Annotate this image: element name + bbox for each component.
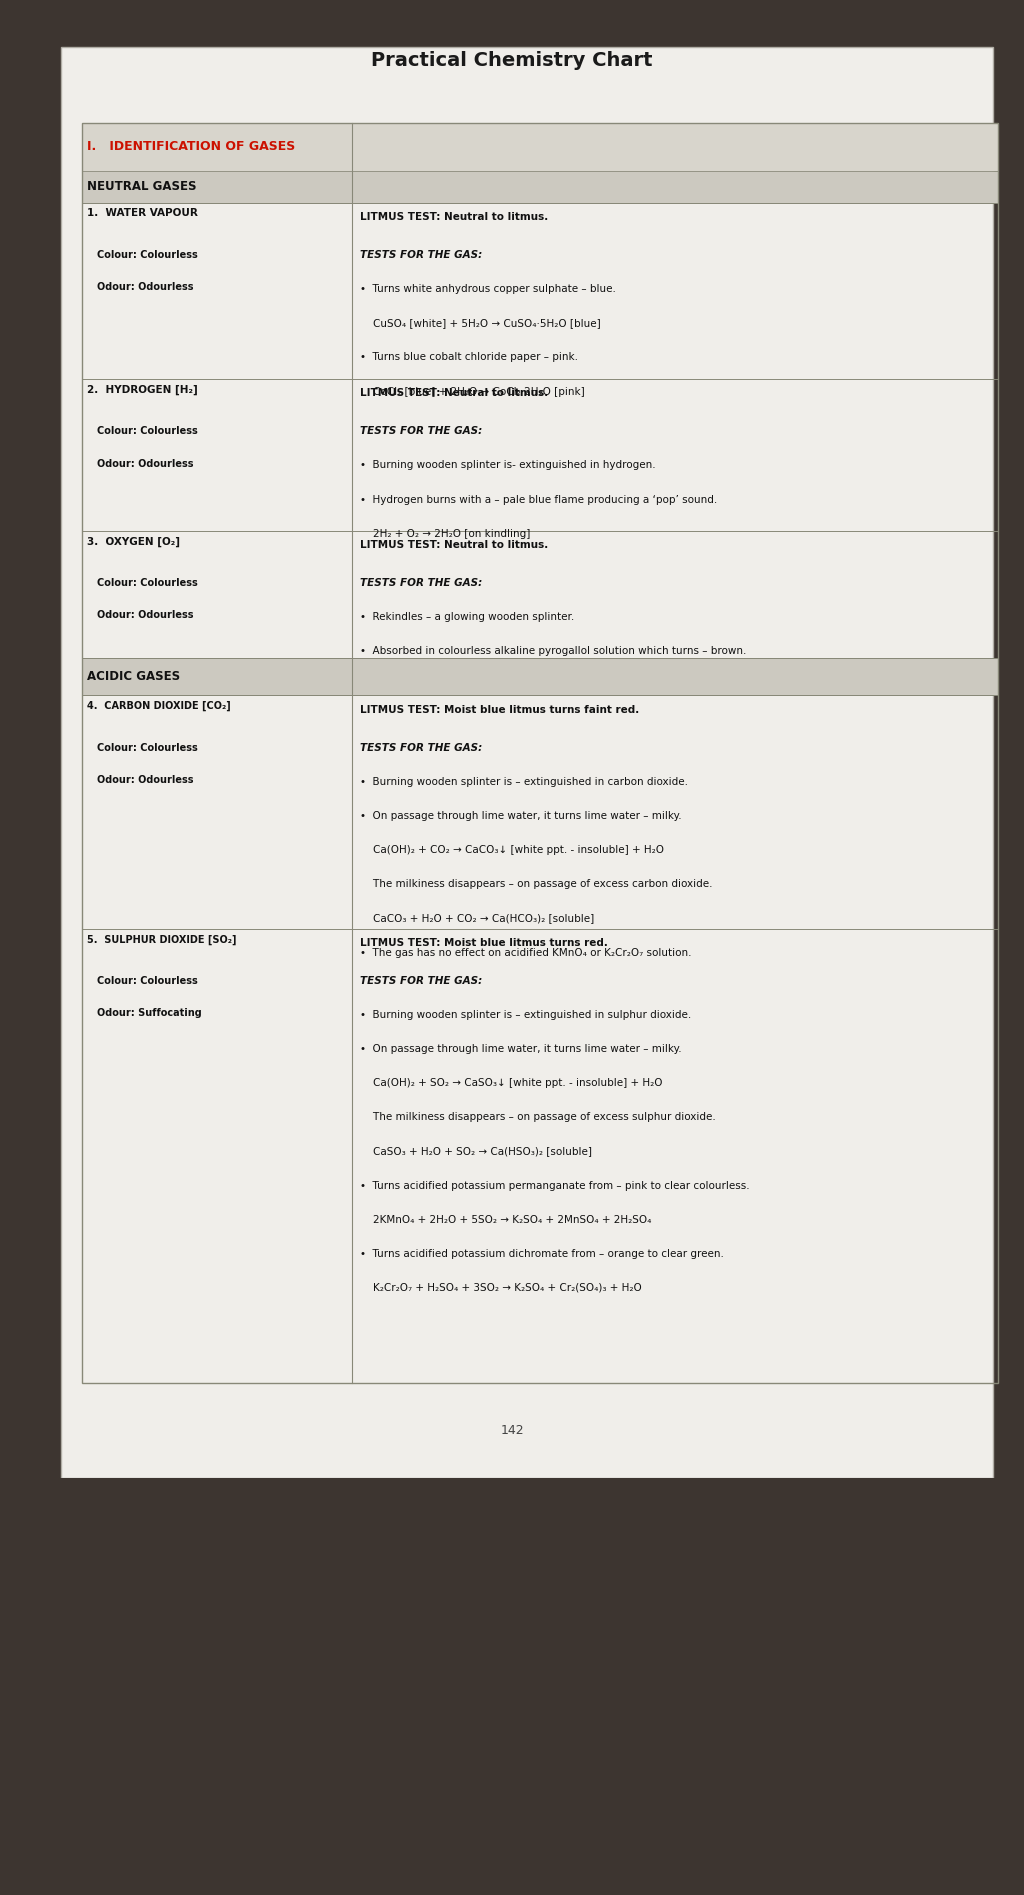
Text: •  Absorbed in colourless alkaline pyrogallol solution which turns – brown.: • Absorbed in colourless alkaline pyroga… [360,646,746,656]
Text: CuSO₄ [white] + 5H₂O → CuSO₄·5H₂O [blue]: CuSO₄ [white] + 5H₂O → CuSO₄·5H₂O [blue] [360,318,601,328]
Text: •  Burning wooden splinter is – extinguished in carbon dioxide.: • Burning wooden splinter is – extinguis… [360,777,688,786]
Text: Colour: Colourless: Colour: Colourless [97,250,198,260]
Text: NEUTRAL GASES: NEUTRAL GASES [87,180,197,193]
Text: •  Hydrogen burns with a – pale blue flame producing a ‘pop’ sound.: • Hydrogen burns with a – pale blue flam… [360,495,718,504]
Text: LITMUS TEST: Moist blue litmus turns faint red.: LITMUS TEST: Moist blue litmus turns fai… [360,705,640,714]
FancyBboxPatch shape [82,123,998,171]
Text: TESTS FOR THE GAS:: TESTS FOR THE GAS: [360,426,482,436]
Text: Colour: Colourless: Colour: Colourless [97,578,198,587]
FancyBboxPatch shape [61,47,993,1478]
Text: I.   IDENTIFICATION OF GASES: I. IDENTIFICATION OF GASES [87,140,295,153]
Text: 2.  HYDROGEN [H₂]: 2. HYDROGEN [H₂] [87,385,198,394]
Text: •  Turns blue cobalt chloride paper – pink.: • Turns blue cobalt chloride paper – pin… [360,352,579,362]
Text: 2KMnO₄ + 2H₂O + 5SO₂ → K₂SO₄ + 2MnSO₄ + 2H₂SO₄: 2KMnO₄ + 2H₂O + 5SO₂ → K₂SO₄ + 2MnSO₄ + … [360,1215,652,1224]
Text: Odour: Odourless: Odour: Odourless [97,775,194,785]
Text: •  Rekindles – a glowing wooden splinter.: • Rekindles – a glowing wooden splinter. [360,612,574,622]
Text: ACIDIC GASES: ACIDIC GASES [87,671,180,682]
Text: •  On passage through lime water, it turns lime water – milky.: • On passage through lime water, it turn… [360,1044,682,1054]
Text: Colour: Colourless: Colour: Colourless [97,976,198,985]
Text: 5.  SULPHUR DIOXIDE [SO₂]: 5. SULPHUR DIOXIDE [SO₂] [87,934,237,944]
Text: TESTS FOR THE GAS:: TESTS FOR THE GAS: [360,743,482,752]
Text: Colour: Colourless: Colour: Colourless [97,426,198,436]
Text: CaSO₃ + H₂O + SO₂ → Ca(HSO₃)₂ [soluble]: CaSO₃ + H₂O + SO₂ → Ca(HSO₃)₂ [soluble] [360,1146,593,1156]
Text: •  Burning wooden splinter is – extinguished in sulphur dioxide.: • Burning wooden splinter is – extinguis… [360,1010,692,1020]
Text: •  Turns acidified potassium permanganate from – pink to clear colourless.: • Turns acidified potassium permanganate… [360,1181,751,1190]
Text: LITMUS TEST: Moist blue litmus turns red.: LITMUS TEST: Moist blue litmus turns red… [360,938,608,948]
Text: Ca(OH)₂ + SO₂ → CaSO₃↓ [white ppt. - insoluble] + H₂O: Ca(OH)₂ + SO₂ → CaSO₃↓ [white ppt. - ins… [360,1078,663,1088]
Text: The milkiness disappears – on passage of excess carbon dioxide.: The milkiness disappears – on passage of… [360,879,713,889]
Text: •  Turns white anhydrous copper sulphate – blue.: • Turns white anhydrous copper sulphate … [360,284,616,294]
Text: CaCO₃ + H₂O + CO₂ → Ca(HCO₃)₂ [soluble]: CaCO₃ + H₂O + CO₂ → Ca(HCO₃)₂ [soluble] [360,913,595,923]
Text: Colour: Colourless: Colour: Colourless [97,743,198,752]
Text: TESTS FOR THE GAS:: TESTS FOR THE GAS: [360,250,482,260]
Text: 1.  WATER VAPOUR: 1. WATER VAPOUR [87,208,198,218]
Text: TESTS FOR THE GAS:: TESTS FOR THE GAS: [360,578,482,587]
Text: •  Turns acidified potassium dichromate from – orange to clear green.: • Turns acidified potassium dichromate f… [360,1249,724,1258]
Text: Odour: Odourless: Odour: Odourless [97,459,194,468]
Text: LITMUS TEST: Neutral to litmus.: LITMUS TEST: Neutral to litmus. [360,212,549,222]
Text: CoCl₂ [blue] + 2H₂O → CoCl₂·2H₂O [pink]: CoCl₂ [blue] + 2H₂O → CoCl₂·2H₂O [pink] [360,387,586,396]
FancyBboxPatch shape [0,1478,1024,1895]
Text: •  Burning wooden splinter is- extinguished in hydrogen.: • Burning wooden splinter is- extinguish… [360,460,656,470]
FancyBboxPatch shape [82,171,998,203]
Text: •  On passage through lime water, it turns lime water – milky.: • On passage through lime water, it turn… [360,811,682,821]
Text: TESTS FOR THE GAS:: TESTS FOR THE GAS: [360,976,482,985]
Text: Odour: Suffocating: Odour: Suffocating [97,1008,202,1018]
Text: LITMUS TEST: Neutral to litmus.: LITMUS TEST: Neutral to litmus. [360,540,549,550]
Text: Odour: Odourless: Odour: Odourless [97,610,194,620]
Text: 2H₂ + O₂ → 2H₂O [on kindling]: 2H₂ + O₂ → 2H₂O [on kindling] [360,529,530,538]
Text: LITMUS TEST: Neutral to litmus.: LITMUS TEST: Neutral to litmus. [360,388,549,398]
Text: 4.  CARBON DIOXIDE [CO₂]: 4. CARBON DIOXIDE [CO₂] [87,701,230,711]
Text: The milkiness disappears – on passage of excess sulphur dioxide.: The milkiness disappears – on passage of… [360,1112,716,1122]
Text: •  The gas has no effect on acidified KMnO₄ or K₂Cr₂O₇ solution.: • The gas has no effect on acidified KMn… [360,948,692,957]
Text: Practical Chemistry Chart: Practical Chemistry Chart [372,51,652,70]
Text: Odour: Odourless: Odour: Odourless [97,282,194,292]
Text: K₂Cr₂O₇ + H₂SO₄ + 3SO₂ → K₂SO₄ + Cr₂(SO₄)₃ + H₂O: K₂Cr₂O₇ + H₂SO₄ + 3SO₂ → K₂SO₄ + Cr₂(SO₄… [360,1283,642,1292]
Text: 142: 142 [500,1425,524,1436]
FancyBboxPatch shape [82,658,998,695]
Text: Ca(OH)₂ + CO₂ → CaCO₃↓ [white ppt. - insoluble] + H₂O: Ca(OH)₂ + CO₂ → CaCO₃↓ [white ppt. - ins… [360,845,665,855]
Text: 3.  OXYGEN [O₂]: 3. OXYGEN [O₂] [87,536,180,546]
